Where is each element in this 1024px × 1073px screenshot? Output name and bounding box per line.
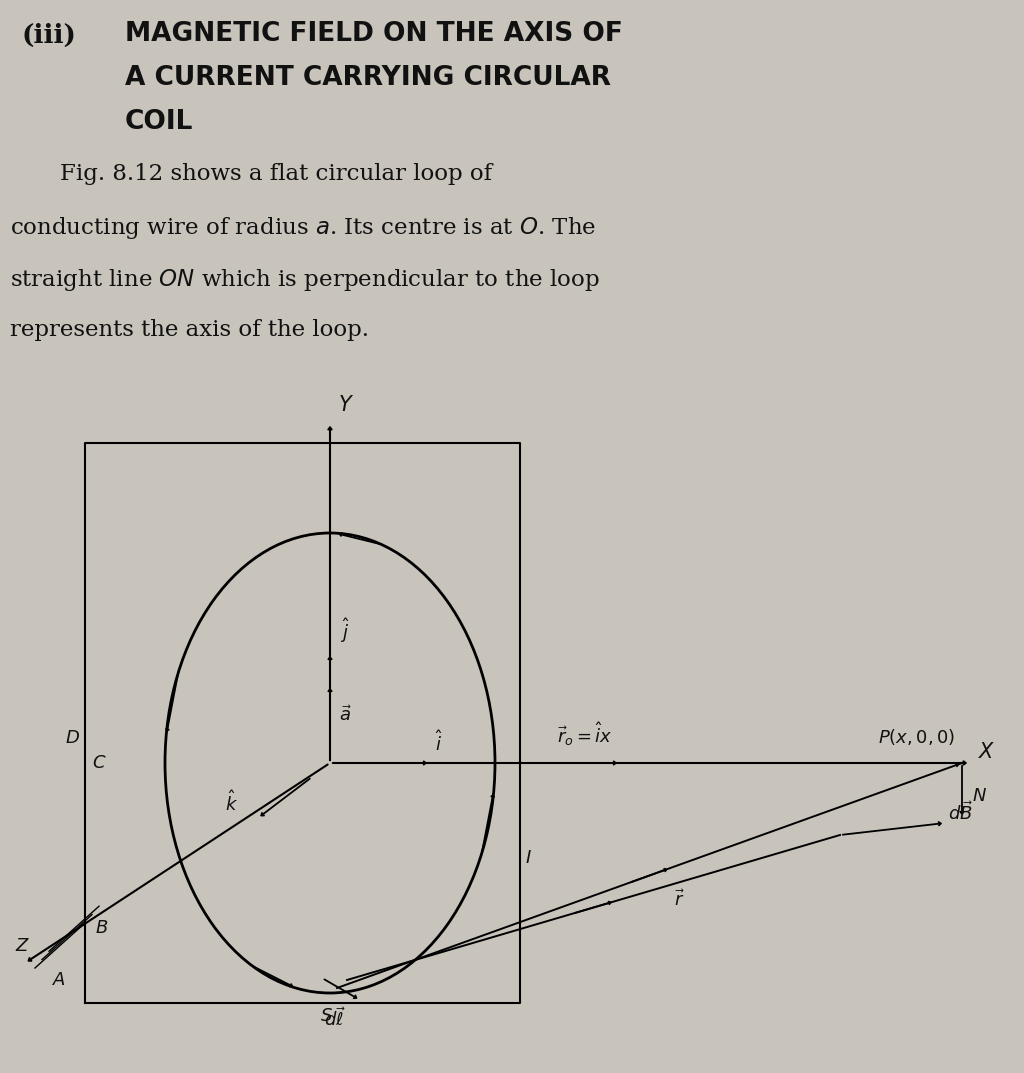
Text: MAGNETIC FIELD ON THE AXIS OF: MAGNETIC FIELD ON THE AXIS OF <box>125 21 623 47</box>
Text: A CURRENT CARRYING CIRCULAR: A CURRENT CARRYING CIRCULAR <box>125 65 611 91</box>
Text: $\vec{r}_o = \hat{i}x$: $\vec{r}_o = \hat{i}x$ <box>557 720 612 748</box>
Text: $A$: $A$ <box>52 971 66 989</box>
Text: $B$: $B$ <box>95 918 109 937</box>
Text: $D$: $D$ <box>65 729 80 747</box>
Text: $N$: $N$ <box>972 787 987 805</box>
Text: $\hat{k}$: $\hat{k}$ <box>225 790 238 815</box>
Text: COIL: COIL <box>125 109 194 135</box>
Text: $Y$: $Y$ <box>338 395 354 415</box>
Text: $d\vec{B}$: $d\vec{B}$ <box>948 802 974 824</box>
Text: $\hat{i}$: $\hat{i}$ <box>435 731 442 755</box>
Text: $S$: $S$ <box>319 1006 333 1025</box>
Text: $P(x,0,0)$: $P(x,0,0)$ <box>878 727 955 747</box>
Text: $\vec{r}$: $\vec{r}$ <box>675 888 685 910</box>
Text: $X$: $X$ <box>978 743 995 762</box>
Text: $\hat{j}$: $\hat{j}$ <box>340 616 350 645</box>
Text: Fig. 8.12 shows a flat circular loop of: Fig. 8.12 shows a flat circular loop of <box>60 163 493 185</box>
Text: conducting wire of radius $a$. Its centre is at $O$. The: conducting wire of radius $a$. Its centr… <box>10 215 596 241</box>
Text: represents the axis of the loop.: represents the axis of the loop. <box>10 319 369 341</box>
Text: $I$: $I$ <box>525 849 531 867</box>
Text: (iii): (iii) <box>22 23 77 48</box>
Text: $Z$: $Z$ <box>15 937 30 955</box>
Text: straight line $ON$ which is perpendicular to the loop: straight line $ON$ which is perpendicula… <box>10 267 600 293</box>
Text: $\vec{a}$: $\vec{a}$ <box>339 705 352 725</box>
Text: $d\vec{\ell}$: $d\vec{\ell}$ <box>324 1008 346 1030</box>
Text: $C$: $C$ <box>92 754 106 771</box>
